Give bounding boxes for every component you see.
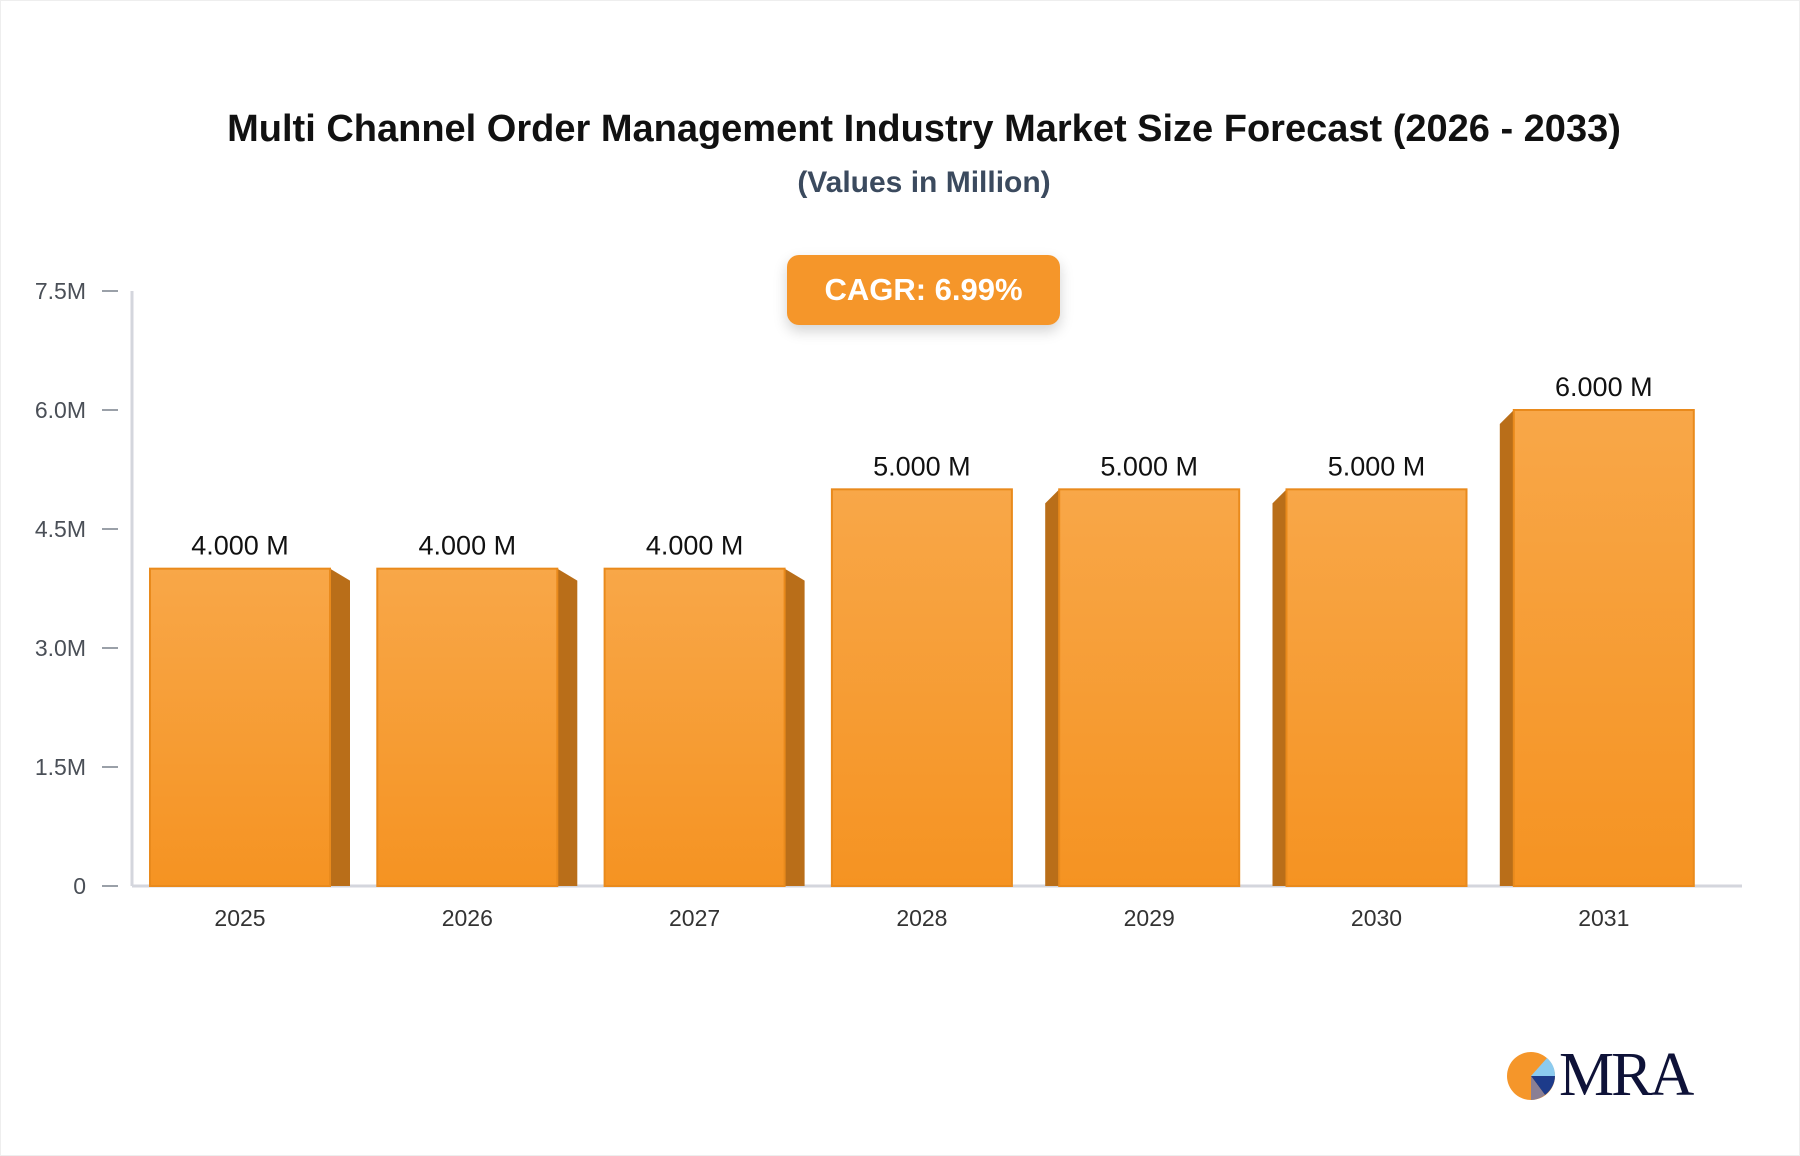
pie-logo-icon: [1507, 1051, 1556, 1100]
x-tick-label: 2027: [669, 905, 720, 931]
bar: [376, 567, 559, 888]
x-tick-label: 2030: [1351, 905, 1402, 931]
bar: [1058, 488, 1241, 887]
x-tick-label: 2029: [1124, 905, 1175, 931]
x-tick-label: 2025: [214, 905, 265, 931]
data-label: 5.000 M: [873, 451, 971, 481]
data-label: 5.000 M: [1100, 451, 1198, 481]
chart-subtitle: (Values in Million): [797, 166, 1051, 199]
y-tick-label: 1.5M: [35, 754, 86, 780]
mra-logo: MRA: [1505, 1040, 1694, 1111]
bar-side: [330, 568, 350, 886]
data-label: 5.000 M: [1328, 451, 1426, 481]
y-tick-label: 4.5M: [35, 516, 86, 542]
bar-side: [784, 568, 805, 886]
cagr-badge: CAGR: 6.99%: [787, 255, 1060, 325]
chart-title: Multi Channel Order Management Industry …: [227, 108, 1621, 150]
bar: [149, 567, 331, 888]
data-label: 4.000 M: [646, 531, 744, 561]
bar: [830, 488, 1013, 887]
bar: [1512, 409, 1695, 887]
y-tick-label: 0: [73, 873, 86, 899]
bar: [603, 567, 786, 888]
y-tick-label: 6.0M: [35, 397, 86, 423]
data-label: 6.000 M: [1555, 372, 1653, 402]
y-tick-label: 7.5M: [35, 278, 86, 304]
x-tick-label: 2028: [896, 905, 947, 931]
bar: [1285, 488, 1468, 887]
bar-side: [557, 568, 578, 886]
bar-side: [1499, 410, 1514, 886]
data-label: 4.000 M: [191, 531, 289, 561]
x-tick-label: 2026: [442, 905, 493, 931]
bar-side: [1272, 489, 1287, 886]
logo-text: MRA: [1559, 1041, 1694, 1109]
x-tick-label: 2031: [1578, 905, 1629, 931]
y-tick-label: 3.0M: [35, 635, 86, 661]
data-label: 4.000 M: [419, 531, 517, 561]
bar-side: [1045, 489, 1060, 886]
